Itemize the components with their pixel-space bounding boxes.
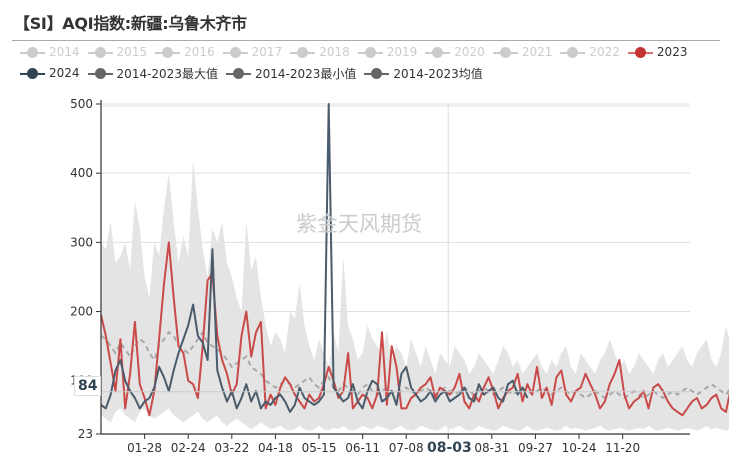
- legend-item-2014-2023[interactable]: 2014-2023均值: [364, 64, 483, 82]
- legend-item-2014-2023[interactable]: 2014-2023最大值: [87, 64, 218, 82]
- legend-item-2021[interactable]: 2021: [492, 43, 553, 61]
- legend-marker-icon: [627, 45, 653, 59]
- legend-label: 2018: [319, 45, 350, 59]
- legend-row-1: 2014 2015 2016 2017 2018 2019 2020 2021 2022 2023: [20, 43, 695, 61]
- legend-item-2014-2023[interactable]: 2014-2023最小值: [225, 64, 357, 82]
- x-tick-label: 07-08: [389, 441, 424, 455]
- legend-label: 2014: [49, 45, 80, 59]
- legend-marker-icon: [155, 45, 181, 59]
- x-tick-label: 11-20: [605, 441, 640, 455]
- legend-label: 2019: [386, 45, 418, 59]
- legend-row-2: 2024 2014-2023最大值 2014-2023最小值 2014-2023均值: [20, 64, 491, 82]
- legend-item-2017[interactable]: 2017: [222, 43, 283, 61]
- watermark: 紫金天风期货: [296, 212, 422, 236]
- x-tick-label: 05-15: [302, 441, 337, 455]
- legend-item-2020[interactable]: 2020: [425, 43, 485, 61]
- legend-marker-icon: [290, 45, 316, 59]
- x-tick-label: 04-18: [258, 441, 293, 455]
- legend-marker-icon: [20, 66, 45, 80]
- legend-label: 2014-2023最小值: [254, 66, 357, 81]
- legend-label: 2020: [454, 45, 485, 59]
- max-min-band: [101, 159, 729, 431]
- legend-marker-icon: [425, 45, 451, 59]
- y-tick-label: 500: [70, 97, 93, 111]
- x-tick-label: 06-11: [345, 441, 380, 455]
- mean-line: [100, 330, 729, 400]
- legend-label: 2014-2023均值: [393, 66, 483, 81]
- legend-label: 2015: [116, 45, 148, 59]
- legend-label: 2023: [656, 45, 688, 59]
- y-tick-label: 300: [70, 235, 93, 249]
- legend-label: 2022: [589, 45, 620, 59]
- legend-label: 2014-2023最大值: [116, 66, 218, 81]
- legend-label: 2017: [251, 45, 283, 59]
- legend-item-2022[interactable]: 2022: [560, 43, 620, 61]
- y-tick-label: 200: [70, 305, 93, 319]
- x-tick-label: 10-24: [562, 441, 597, 455]
- y-axis-pointer-label: 84: [74, 376, 102, 396]
- legend-marker-icon: [87, 45, 113, 59]
- legend-marker-icon: [222, 45, 248, 59]
- x-tick-label: 08-31: [474, 441, 509, 455]
- x-tick-label: 09-27: [518, 441, 553, 455]
- legend-item-2024[interactable]: 2024: [20, 64, 80, 82]
- title-divider: [12, 40, 720, 41]
- legend-marker-icon: [357, 45, 383, 59]
- y-tick-label: 400: [70, 166, 93, 180]
- legend-marker-icon: [364, 66, 390, 80]
- legend-label: 2024: [49, 66, 80, 80]
- chart-title: 【SI】AQI指数:新疆:乌鲁木齐市: [14, 14, 247, 33]
- x-tick-label: 01-28: [127, 441, 162, 455]
- line-2024: [100, 103, 529, 413]
- legend-item-2019[interactable]: 2019: [357, 43, 418, 61]
- legend-item-2015[interactable]: 2015: [87, 43, 148, 61]
- legend-item-2014[interactable]: 2014: [20, 43, 80, 61]
- legend-label: 2021: [521, 45, 553, 59]
- legend-marker-icon: [560, 45, 586, 59]
- legend-marker-icon: [225, 66, 251, 80]
- y-tick-label: 23: [78, 427, 93, 441]
- legend-label: 2016: [184, 45, 215, 59]
- legend-marker-icon: [492, 45, 518, 59]
- legend-item-2018[interactable]: 2018: [290, 43, 350, 61]
- legend-item-2023[interactable]: 2023: [627, 43, 688, 61]
- x-tick-label: 03-22: [214, 441, 249, 455]
- legend-marker-icon: [20, 45, 45, 59]
- x-axis-pointer-label: 08-03: [426, 440, 473, 456]
- series-lines: [100, 103, 729, 417]
- legend-marker-icon: [87, 66, 113, 80]
- legend-item-2016[interactable]: 2016: [155, 43, 215, 61]
- x-tick-label: 02-24: [171, 441, 206, 455]
- max-min-area: [101, 159, 729, 431]
